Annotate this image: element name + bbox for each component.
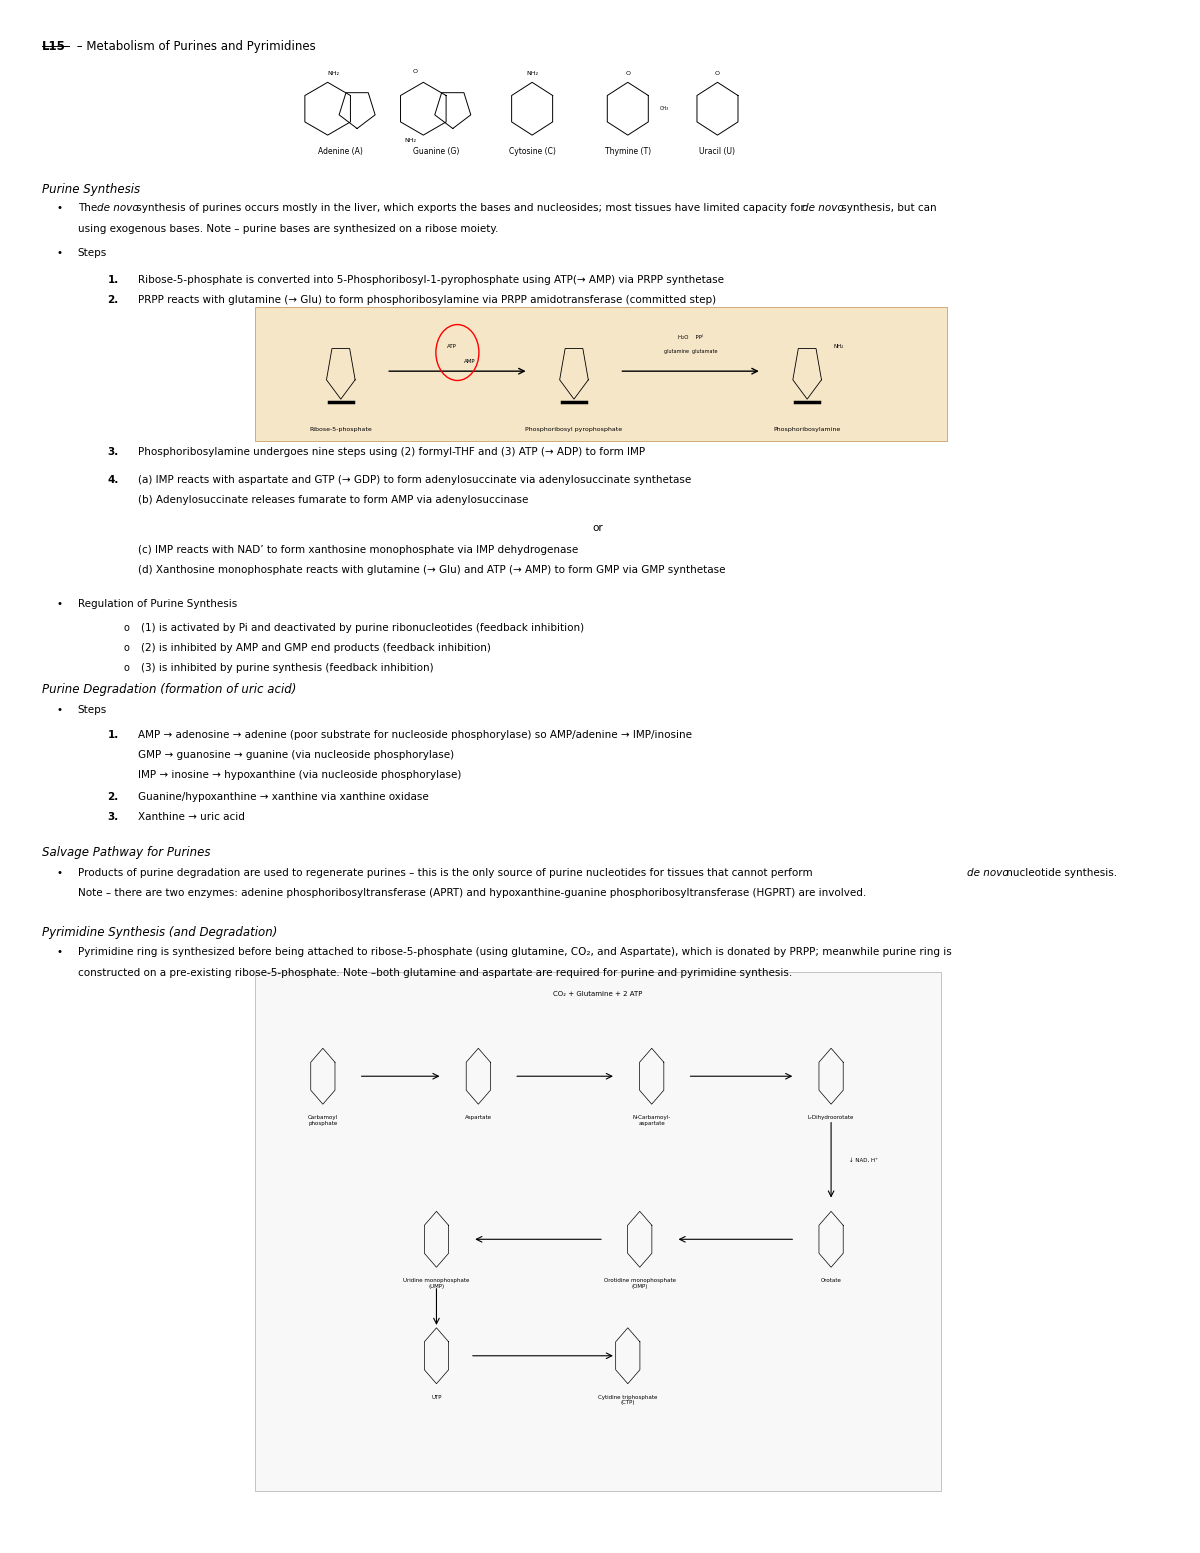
Text: ATP: ATP [446,343,456,349]
Text: or: or [593,523,604,533]
Text: O: O [625,71,630,76]
Text: NH₂: NH₂ [404,138,416,143]
Text: Thymine (T): Thymine (T) [605,148,650,155]
Text: Uridine monophosphate
(UMP): Uridine monophosphate (UMP) [403,1278,469,1289]
Text: The: The [78,203,101,213]
Text: PRPP reacts with glutamine (→ Glu) to form phosphoribosylamine via PRPP amidotra: PRPP reacts with glutamine (→ Glu) to fo… [138,295,715,304]
Text: 3.: 3. [108,447,119,457]
Text: H₂O    PPᴵ: H₂O PPᴵ [678,335,703,340]
Text: nucleotide synthesis.: nucleotide synthesis. [1003,868,1117,877]
Text: CH₃: CH₃ [659,106,668,112]
FancyBboxPatch shape [254,307,947,441]
Text: Phosphoribosylamine undergoes nine steps using (2) formyl-THF and (3) ATP (→ ADP: Phosphoribosylamine undergoes nine steps… [138,447,644,457]
Text: UTP: UTP [431,1395,442,1399]
Text: 1.: 1. [108,275,119,284]
Text: AMP → adenosine → adenine (poor substrate for nucleoside phosphorylase) so AMP/a: AMP → adenosine → adenine (poor substrat… [138,730,691,739]
Text: CO₂ + Glutamine + 2 ATP: CO₂ + Glutamine + 2 ATP [553,991,642,997]
Text: o: o [124,643,130,652]
Text: Xanthine → uric acid: Xanthine → uric acid [138,812,245,822]
Text: o: o [124,663,130,672]
Text: de novo: de novo [803,203,844,213]
Text: Guanine (G): Guanine (G) [413,148,460,155]
Text: (1) is activated by Pi and deactivated by purine ribonucleotides (feedback inhib: (1) is activated by Pi and deactivated b… [142,623,584,632]
Text: IMP → inosine → hypoxanthine (via nucleoside phosphorylase): IMP → inosine → hypoxanthine (via nucleo… [138,770,461,780]
Text: 4.: 4. [108,475,119,485]
Text: L15: L15 [42,40,66,53]
Text: o: o [124,623,130,632]
Text: using exogenous bases. Note – purine bases are synthesized on a ribose moiety.: using exogenous bases. Note – purine bas… [78,225,498,235]
Text: Phosphoribosylamine: Phosphoribosylamine [774,427,841,432]
Text: (c) IMP reacts with NAD’ to form xanthosine monophosphate via IMP dehydrogenase: (c) IMP reacts with NAD’ to form xanthos… [138,545,577,554]
Text: Uracil (U): Uracil (U) [700,148,736,155]
Text: •: • [56,947,62,957]
Text: •: • [56,203,62,213]
Text: Purine Synthesis: Purine Synthesis [42,183,140,196]
Text: AMP: AMP [463,359,475,365]
Text: NH₂: NH₂ [834,343,844,349]
Text: Ribose-5-phosphate: Ribose-5-phosphate [310,427,372,432]
Text: Products of purine degradation are used to regenerate purines – this is the only: Products of purine degradation are used … [78,868,816,877]
Text: Cytidine triphosphate
(CTP): Cytidine triphosphate (CTP) [598,1395,658,1405]
Text: Carbamoyl
phosphate: Carbamoyl phosphate [308,1115,338,1126]
Text: de novo: de novo [967,868,1009,877]
Text: Adenine (A): Adenine (A) [318,148,364,155]
Text: synthesis, but can: synthesis, but can [839,203,937,213]
FancyBboxPatch shape [254,972,941,1491]
Text: 2.: 2. [108,792,119,801]
Text: Pyrimidine Synthesis (and Degradation): Pyrimidine Synthesis (and Degradation) [42,926,277,938]
Text: Steps: Steps [78,248,107,258]
Text: Orotate: Orotate [821,1278,841,1283]
Text: Phosphoribosyl pyrophosphate: Phosphoribosyl pyrophosphate [526,427,623,432]
Text: (a) IMP reacts with aspartate and GTP (→ GDP) to form adenylosuccinate via adeny: (a) IMP reacts with aspartate and GTP (→… [138,475,691,485]
Text: glutamine  glutamate: glutamine glutamate [664,349,718,354]
Text: Cytosine (C): Cytosine (C) [509,148,556,155]
Text: NH₂: NH₂ [326,71,338,76]
Text: Aspartate: Aspartate [464,1115,492,1120]
Text: synthesis of purines occurs mostly in the liver, which exports the bases and nuc: synthesis of purines occurs mostly in th… [133,203,808,213]
Text: Ribose-5-phosphate is converted into 5-Phosphoribosyl-1-pyrophosphate using ATP(: Ribose-5-phosphate is converted into 5-P… [138,275,724,284]
Text: •: • [56,705,62,714]
Text: 1.: 1. [108,730,119,739]
Text: Regulation of Purine Synthesis: Regulation of Purine Synthesis [78,599,236,609]
Text: constructed on a pre-existing ribose-5-phosphate. Note –both glutamine and aspar: constructed on a pre-existing ribose-5-p… [78,968,792,977]
Text: NH₂: NH₂ [526,71,538,76]
Text: (d) Xanthosine monophosphate reacts with glutamine (→ Glu) and ATP (→ AMP) to fo: (d) Xanthosine monophosphate reacts with… [138,565,725,575]
Text: O: O [715,71,720,76]
Text: Pyrimidine ring is synthesized before being attached to ribose-5-phosphate (usin: Pyrimidine ring is synthesized before be… [78,947,952,957]
Text: 2.: 2. [108,295,119,304]
Text: •: • [56,248,62,258]
Text: O: O [413,70,418,75]
Text: N-Carbamoyl-
aspartate: N-Carbamoyl- aspartate [632,1115,671,1126]
Text: (3) is inhibited by purine synthesis (feedback inhibition): (3) is inhibited by purine synthesis (fe… [142,663,433,672]
Text: Steps: Steps [78,705,107,714]
Text: GMP → guanosine → guanine (via nucleoside phosphorylase): GMP → guanosine → guanine (via nucleosid… [138,750,454,759]
Text: L-Dihydroorotate: L-Dihydroorotate [808,1115,854,1120]
Text: Orotidine monophosphate
(OMP): Orotidine monophosphate (OMP) [604,1278,676,1289]
Text: Guanine/hypoxanthine → xanthine via xanthine oxidase: Guanine/hypoxanthine → xanthine via xant… [138,792,428,801]
Text: Note – there are two enzymes: adenine phosphoribosyltransferase (APRT) and hypox: Note – there are two enzymes: adenine ph… [78,888,866,898]
Text: ↓ NAD, H⁺: ↓ NAD, H⁺ [850,1157,878,1163]
Text: (b) Adenylosuccinate releases fumarate to form AMP via adenylosuccinase: (b) Adenylosuccinate releases fumarate t… [138,495,528,505]
Text: – Metabolism of Purines and Pyrimidines: – Metabolism of Purines and Pyrimidines [73,40,316,53]
Text: •: • [56,599,62,609]
Text: Salvage Pathway for Purines: Salvage Pathway for Purines [42,846,210,859]
Text: 3.: 3. [108,812,119,822]
Text: Purine Degradation (formation of uric acid): Purine Degradation (formation of uric ac… [42,683,296,696]
Text: de novo: de novo [97,203,139,213]
Text: (2) is inhibited by AMP and GMP end products (feedback inhibition): (2) is inhibited by AMP and GMP end prod… [142,643,491,652]
Text: •: • [56,868,62,877]
